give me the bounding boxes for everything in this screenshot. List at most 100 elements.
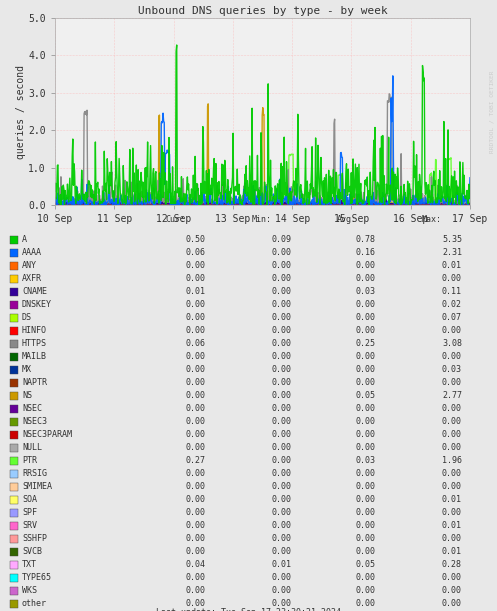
Text: 0.00: 0.00 [355,508,375,518]
Text: 0.00: 0.00 [355,535,375,543]
Text: 0.03: 0.03 [355,287,375,296]
Text: 0.78: 0.78 [355,235,375,244]
Text: 0.00: 0.00 [185,547,205,557]
Text: 0.00: 0.00 [442,274,462,284]
Text: 0.00: 0.00 [355,430,375,439]
Text: 0.00: 0.00 [185,378,205,387]
Text: 0.07: 0.07 [442,313,462,323]
Text: 0.00: 0.00 [185,430,205,439]
Text: 0.00: 0.00 [272,599,292,609]
Text: 0.00: 0.00 [272,287,292,296]
Text: 0.00: 0.00 [355,573,375,582]
Text: 0.00: 0.00 [272,392,292,400]
Text: 0.06: 0.06 [185,339,205,348]
Text: 0.00: 0.00 [355,444,375,452]
Text: 0.00: 0.00 [185,326,205,335]
Text: AAAA: AAAA [22,248,42,257]
Text: 0.00: 0.00 [355,599,375,609]
Text: 0.05: 0.05 [355,392,375,400]
Text: NSEC3PARAM: NSEC3PARAM [22,430,72,439]
Text: 0.09: 0.09 [272,235,292,244]
Text: 0.00: 0.00 [185,404,205,414]
Text: 2.77: 2.77 [442,392,462,400]
Text: 0.00: 0.00 [355,482,375,491]
Text: 0.05: 0.05 [355,560,375,569]
Text: 0.00: 0.00 [355,587,375,595]
Text: 0.00: 0.00 [185,301,205,309]
Text: TYPE65: TYPE65 [22,573,52,582]
Text: Last update: Tue Sep 17 23:30:21 2024: Last update: Tue Sep 17 23:30:21 2024 [156,608,341,611]
Text: 0.28: 0.28 [442,560,462,569]
Text: 0.00: 0.00 [272,508,292,518]
Text: 0.00: 0.00 [272,444,292,452]
Text: 0.00: 0.00 [272,339,292,348]
Text: 0.00: 0.00 [355,469,375,478]
Text: 0.00: 0.00 [272,469,292,478]
Text: 0.00: 0.00 [272,496,292,504]
Text: 0.11: 0.11 [442,287,462,296]
Text: 0.00: 0.00 [272,521,292,530]
Y-axis label: queries / second: queries / second [15,65,25,158]
Text: 0.00: 0.00 [185,508,205,518]
Text: 0.00: 0.00 [442,482,462,491]
Text: 0.00: 0.00 [442,587,462,595]
Text: CNAME: CNAME [22,287,47,296]
Text: 0.00: 0.00 [355,404,375,414]
Text: 0.00: 0.00 [355,301,375,309]
Text: DNSKEY: DNSKEY [22,301,52,309]
Text: 0.00: 0.00 [442,353,462,361]
Text: 2.31: 2.31 [442,248,462,257]
Text: 0.00: 0.00 [185,313,205,323]
Text: 0.50: 0.50 [185,235,205,244]
Text: 0.00: 0.00 [442,444,462,452]
Text: 0.00: 0.00 [355,496,375,504]
Text: 0.00: 0.00 [185,444,205,452]
Text: TXT: TXT [22,560,37,569]
Text: 0.00: 0.00 [185,535,205,543]
Text: 0.00: 0.00 [272,301,292,309]
Text: 0.00: 0.00 [442,469,462,478]
Text: 0.00: 0.00 [442,573,462,582]
Text: NULL: NULL [22,444,42,452]
Text: 0.00: 0.00 [272,482,292,491]
Text: 0.00: 0.00 [442,417,462,426]
Text: 0.00: 0.00 [355,378,375,387]
Text: 0.00: 0.00 [185,521,205,530]
Text: 0.00: 0.00 [272,313,292,323]
Text: 1.96: 1.96 [442,456,462,466]
Text: 0.00: 0.00 [442,378,462,387]
Text: 0.25: 0.25 [355,339,375,348]
Text: RRSIG: RRSIG [22,469,47,478]
Text: 0.00: 0.00 [185,573,205,582]
Text: 0.02: 0.02 [442,301,462,309]
Title: Unbound DNS queries by type - by week: Unbound DNS queries by type - by week [138,6,387,16]
Text: SMIMEA: SMIMEA [22,482,52,491]
Text: 0.01: 0.01 [442,521,462,530]
Text: 0.00: 0.00 [185,482,205,491]
Text: 0.00: 0.00 [272,587,292,595]
Text: 3.08: 3.08 [442,339,462,348]
Text: 0.00: 0.00 [355,274,375,284]
Text: NS: NS [22,392,32,400]
Text: 0.00: 0.00 [355,313,375,323]
Text: 0.00: 0.00 [442,430,462,439]
Text: 0.00: 0.00 [272,353,292,361]
Text: 0.00: 0.00 [272,547,292,557]
Text: 0.00: 0.00 [185,417,205,426]
Text: 0.00: 0.00 [355,326,375,335]
Text: 0.00: 0.00 [185,496,205,504]
Text: 0.01: 0.01 [442,547,462,557]
Text: 0.00: 0.00 [185,274,205,284]
Text: 0.00: 0.00 [442,508,462,518]
Text: ANY: ANY [22,262,37,270]
Text: 0.00: 0.00 [185,469,205,478]
Text: 5.35: 5.35 [442,235,462,244]
Text: DS: DS [22,313,32,323]
Text: 0.00: 0.00 [355,547,375,557]
Text: 0.00: 0.00 [442,326,462,335]
Text: NSEC3: NSEC3 [22,417,47,426]
Text: SRV: SRV [22,521,37,530]
Text: 0.00: 0.00 [272,456,292,466]
Text: Max:: Max: [422,215,442,224]
Text: NSEC: NSEC [22,404,42,414]
